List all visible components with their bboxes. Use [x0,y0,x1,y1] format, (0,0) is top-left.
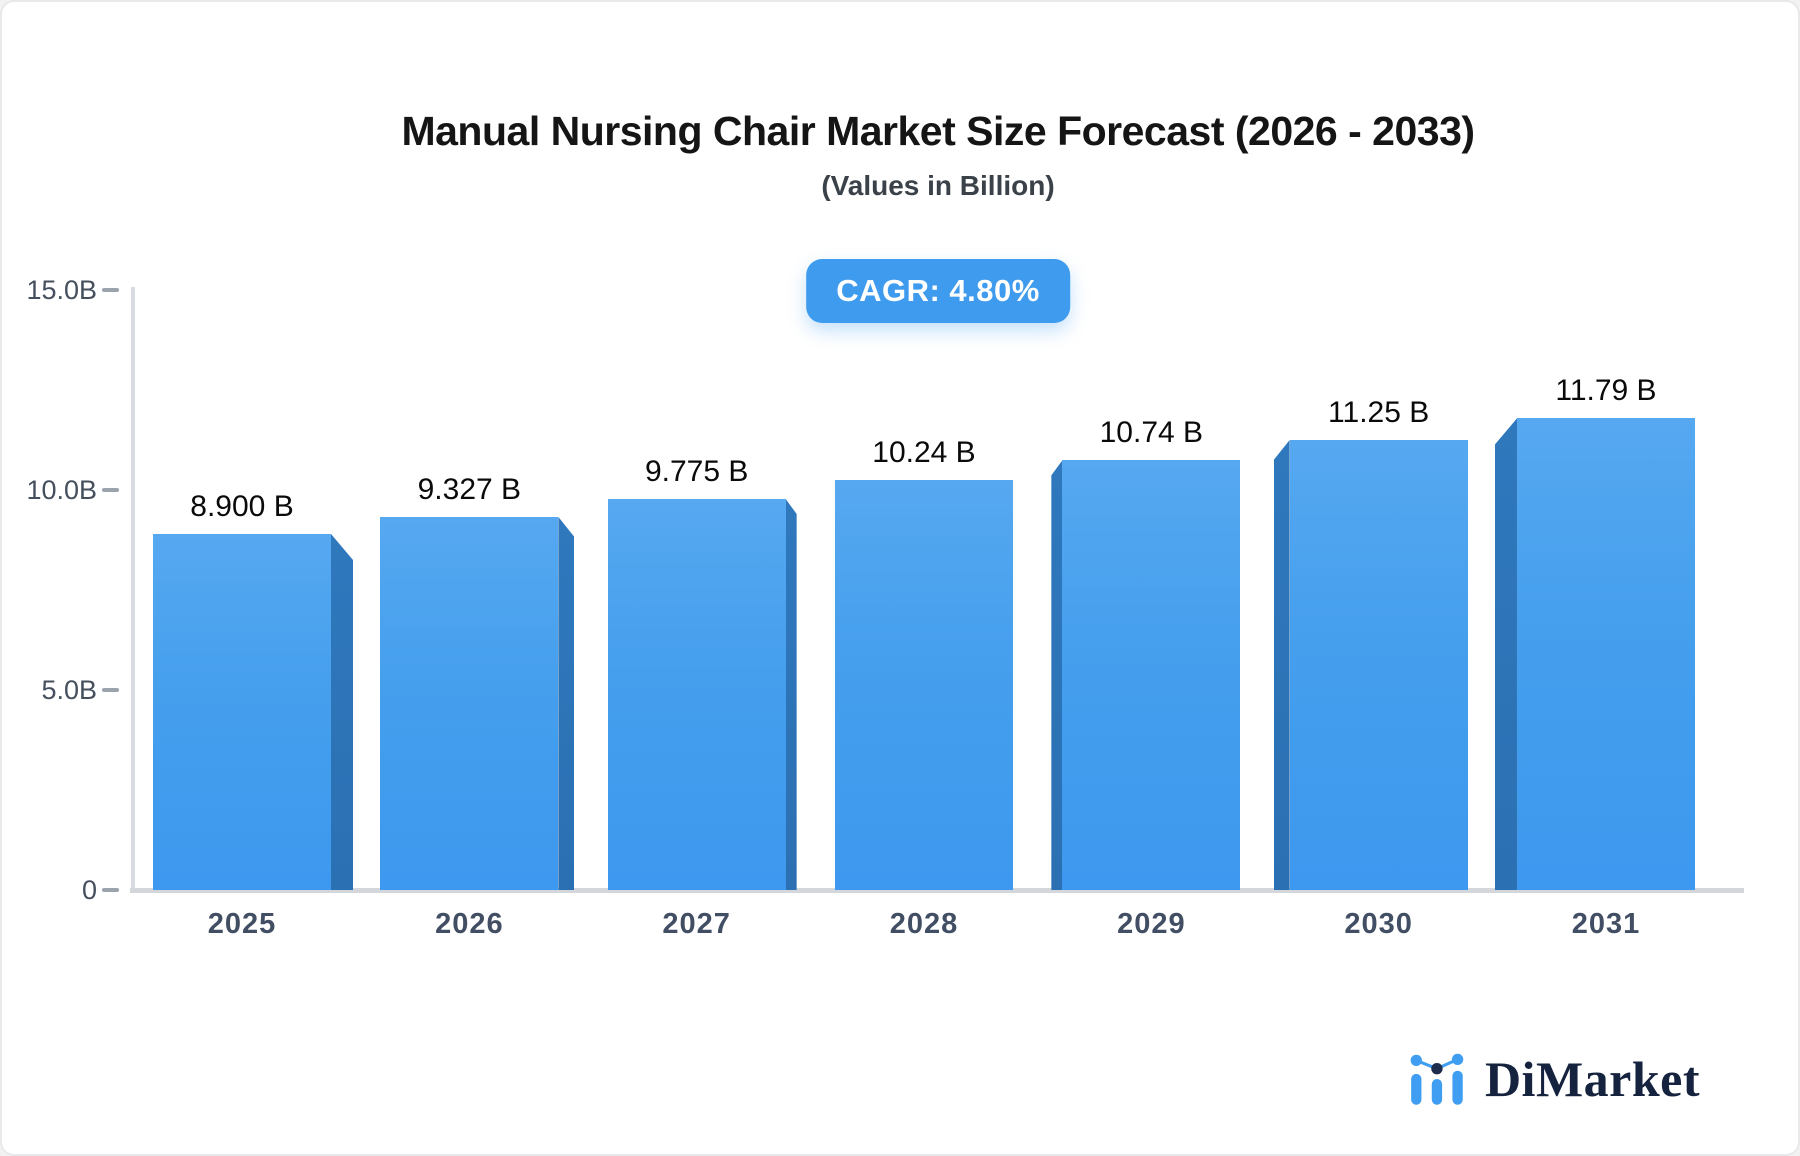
bar-value-label: 9.327 B [417,472,522,506]
y-tick-label: 0 [81,875,97,905]
x-axis-label-2026: 2026 [435,908,504,940]
bar-2029 [1062,460,1241,890]
y-tick-dash [102,488,119,492]
bar-value-label: 9.775 B [644,455,749,488]
x-axis-label-2030: 2030 [1344,908,1413,940]
bar-side-2031 [1494,418,1517,890]
x-axis-label-2025: 2025 [207,908,277,940]
x-axis-label-2028: 2028 [889,908,959,940]
bar-side-2029 [1051,460,1063,890]
y-axis-line [131,287,135,890]
bar-2027 [607,499,786,890]
brand-logo-text: DiMarket [1484,1051,1700,1107]
bar-value-label: 11.79 B [1555,374,1657,408]
x-axis-label-2029: 2029 [1117,908,1186,940]
bar-value-label: 10.24 B [872,436,976,470]
plot-area: 8.900 B 2025 9.327 B 2026 9.775 B 2027 10.24 B… [132,290,1744,940]
bar-2028 [834,480,1013,890]
bar-2026 [380,516,559,890]
y-tick-dash [102,888,119,892]
bar-2031 [1516,418,1695,890]
y-tick-label: 15.0B [26,275,97,305]
bar-side-2027 [785,499,797,890]
bar-value-label: 10.74 B [1099,416,1204,450]
bar-2025 [153,534,331,890]
bar-2030 [1289,440,1468,890]
mini-bar-chart-icon [1410,1053,1464,1105]
x-axis-label-2027: 2027 [662,908,731,940]
y-tick-dash [102,288,119,292]
bar-side-2025 [331,534,353,890]
x-axis-line [130,888,1744,893]
chart-subtitle: (Values in Billion) [821,170,1055,201]
bar-value-label: 11.25 B [1328,396,1430,429]
y-tick-label: 10.0B [26,475,97,505]
x-axis-label-2031: 2031 [1571,908,1641,940]
bar-value-label: 8.900 B [190,490,294,523]
y-tick-dash [102,688,119,692]
bar-side-2026 [558,516,575,890]
chart-title: Manual Nursing Chair Market Size Forecas… [401,108,1475,154]
brand-logo: DiMarket [1407,1050,1700,1108]
cagr-badge: CAGR: 4.80% [806,259,1070,323]
bar-side-2030 [1273,440,1290,890]
y-tick-label: 5.0B [41,675,97,705]
